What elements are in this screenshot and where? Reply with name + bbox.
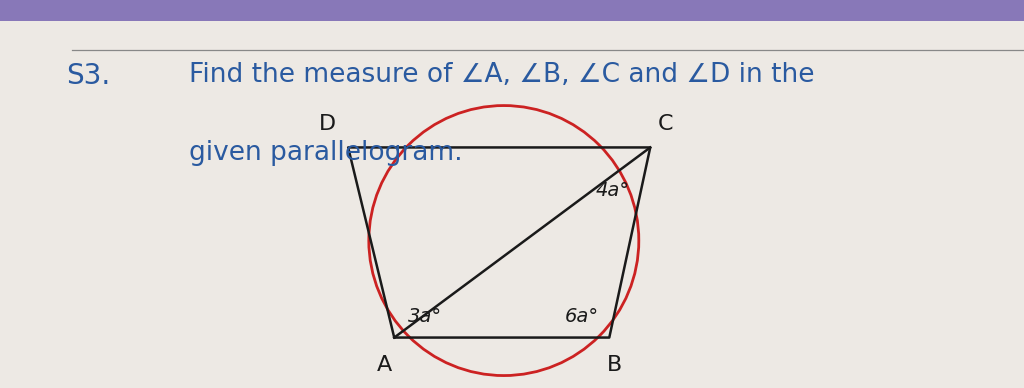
Text: B: B — [607, 355, 622, 375]
Text: A: A — [377, 355, 391, 375]
Bar — [0, 0, 1024, 21]
Text: Find the measure of ∠A, ∠B, ∠C and ∠D in the: Find the measure of ∠A, ∠B, ∠C and ∠D in… — [189, 62, 815, 88]
Text: 6a°: 6a° — [564, 307, 599, 326]
Text: 4a°: 4a° — [595, 181, 630, 199]
Text: D: D — [319, 114, 336, 134]
Text: S3.: S3. — [67, 62, 111, 90]
Text: C: C — [657, 114, 674, 134]
Text: 3a°: 3a° — [408, 307, 442, 326]
Text: given parallelogram.: given parallelogram. — [189, 140, 463, 166]
